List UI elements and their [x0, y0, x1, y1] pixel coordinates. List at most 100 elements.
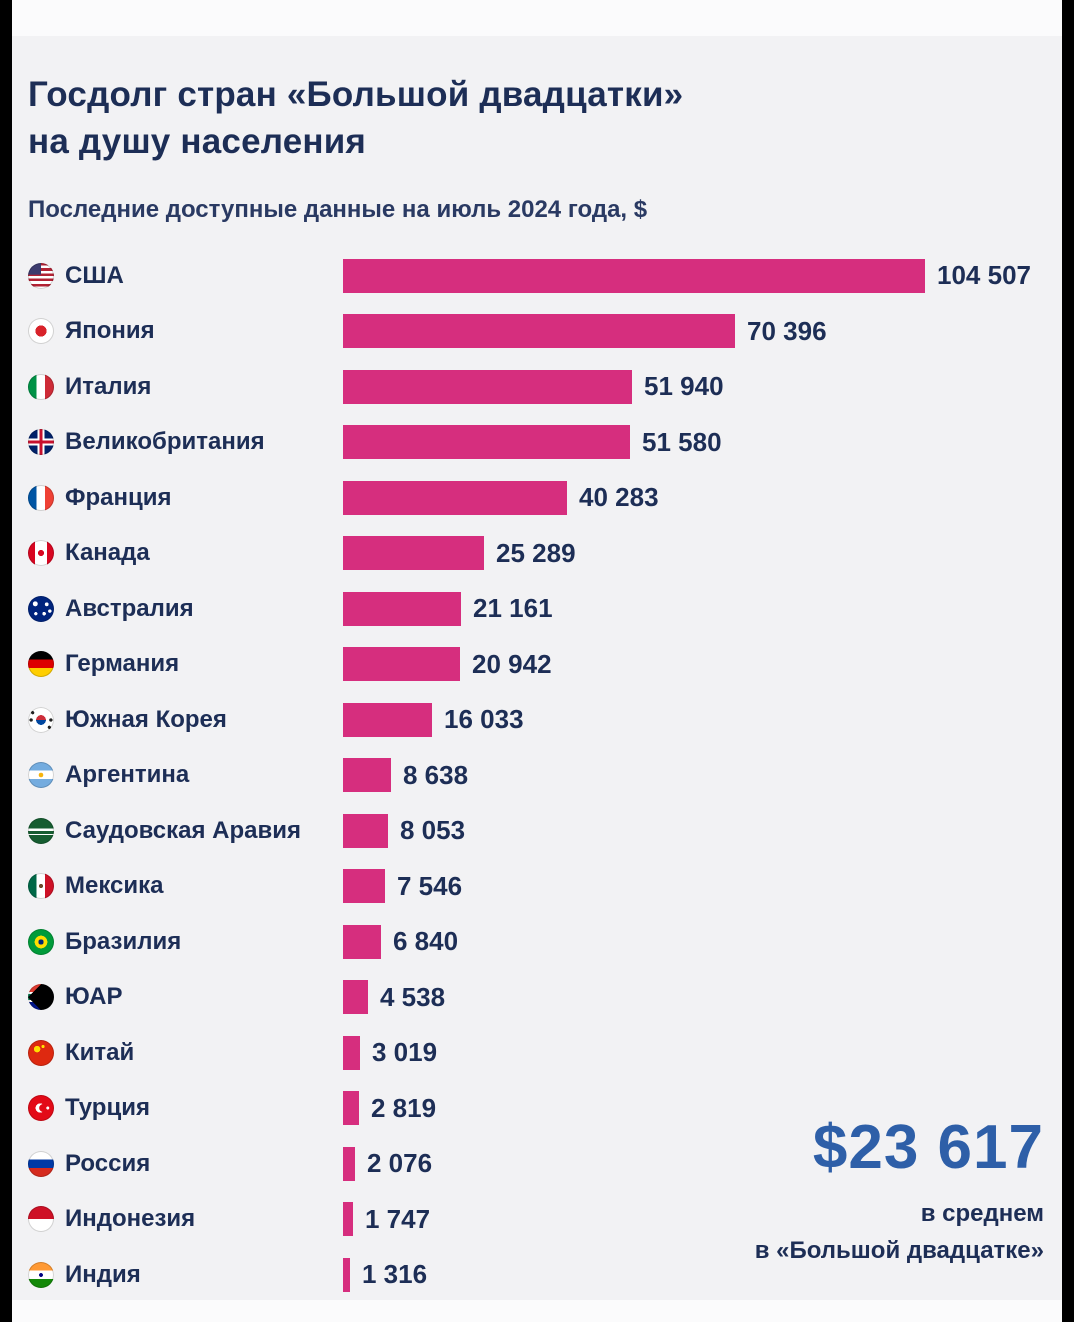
value-label: 3 019 [372, 1037, 438, 1068]
bar-area: 51 580 [343, 425, 1062, 460]
bar [343, 758, 391, 793]
bar [343, 1257, 350, 1292]
chart-row: Индия 1 316 [12, 1247, 1062, 1303]
country-label: Италия [65, 372, 152, 400]
country-label: Великобритания [65, 428, 265, 456]
country-label: ЮАР [65, 983, 123, 1011]
value-label: 1 747 [365, 1203, 431, 1234]
country-label: Франция [65, 483, 172, 511]
chart-subtitle: Последние доступные данные на июль 2024 … [28, 196, 648, 223]
bar-area: 20 942 [343, 647, 1062, 682]
flag-icon-india [28, 1261, 54, 1288]
bar [343, 980, 368, 1015]
chart-title-line-2: на душу населения [28, 121, 367, 161]
country-label: Южная Корея [65, 705, 227, 733]
flag-icon-france [28, 484, 54, 511]
value-label: 1 316 [362, 1259, 428, 1290]
country-label: Германия [65, 650, 180, 678]
country-label: Индонезия [65, 1205, 196, 1233]
bar [343, 647, 460, 682]
value-label: 4 538 [380, 981, 446, 1012]
country-label: Турция [65, 1094, 150, 1122]
country-label: Саудовская Аравия [65, 816, 302, 844]
country-label: Россия [65, 1149, 151, 1177]
value-label: 104 507 [937, 260, 1031, 291]
bar [343, 314, 735, 349]
chart-row: Южная Корея 16 033 [12, 692, 1062, 748]
value-label: 8 638 [403, 759, 469, 790]
value-label: 51 940 [644, 371, 724, 402]
chart-row: Саудовская Аравия 8 053 [12, 803, 1062, 859]
flag-icon-russia [28, 1150, 54, 1177]
bar-area: 25 289 [343, 536, 1062, 571]
value-label: 2 076 [367, 1148, 433, 1179]
flag-icon-china [28, 1039, 54, 1066]
country-label: Япония [65, 317, 155, 345]
average-summary: $23 617 в среднем в «Большой двадцатке» [755, 1112, 1044, 1269]
value-label: 51 580 [642, 426, 722, 457]
chart-row: Аргентина 8 638 [12, 748, 1062, 804]
value-label: 25 289 [496, 537, 576, 568]
bar [343, 480, 567, 515]
chart-row: Мексика 7 546 [12, 859, 1062, 915]
country-label: Китай [65, 1038, 135, 1066]
chart-row: Россия 2 076 [12, 1136, 1062, 1192]
bar [343, 1202, 353, 1237]
value-label: 16 033 [444, 704, 524, 735]
flag-icon-argentina [28, 762, 54, 789]
chart-row: Китай 3 019 [12, 1025, 1062, 1081]
flag-icon-south-korea [28, 706, 54, 733]
flag-icon-saudi-arabia [28, 817, 54, 844]
flag-icon-canada [28, 540, 54, 567]
bar-area: 104 507 [343, 258, 1062, 293]
bar [343, 258, 925, 293]
value-label: 7 546 [397, 870, 463, 901]
bar [343, 536, 484, 571]
chart-rows: США 104 507 Япония 70 396 Италия 51 940 Велико… [12, 248, 1062, 1303]
country-label: США [65, 261, 124, 289]
average-value: $23 617 [812, 1113, 1044, 1182]
average-caption-line-2: в «Большой двадцатке» [754, 1237, 1044, 1265]
value-label: 6 840 [393, 926, 459, 957]
country-label: Канада [65, 539, 150, 567]
value-label: 70 396 [747, 315, 827, 346]
chart-row: Япония 70 396 [12, 304, 1062, 360]
country-label: Мексика [65, 872, 164, 900]
value-label: 40 283 [579, 482, 659, 513]
bar-area: 3 019 [343, 1035, 1062, 1070]
country-label: Индия [65, 1260, 141, 1288]
chart-title: Госдолг стран «Большой двадцатки» на душ… [28, 72, 1046, 165]
chart-row: ЮАР 4 538 [12, 970, 1062, 1026]
bar [343, 702, 432, 737]
flag-icon-germany [28, 651, 54, 678]
flag-icon-brazil [28, 928, 54, 955]
flag-icon-mexico [28, 873, 54, 900]
chart-row: Канада 25 289 [12, 526, 1062, 582]
chart-row: Германия 20 942 [12, 637, 1062, 693]
bar-area: 8 638 [343, 758, 1062, 793]
chart-row: США 104 507 [12, 248, 1062, 304]
flag-icon-south-africa [28, 984, 54, 1011]
chart-row: Франция 40 283 [12, 470, 1062, 526]
country-label: Аргентина [65, 761, 190, 789]
value-label: 2 819 [371, 1092, 437, 1123]
bar-area: 51 940 [343, 369, 1062, 404]
chart-title-line-1: Госдолг стран «Большой двадцатки» [28, 75, 684, 114]
flag-icon-uk [28, 429, 54, 456]
chart-row: Турция 2 819 [12, 1081, 1062, 1137]
bar-area: 6 840 [343, 924, 1062, 959]
value-label: 20 942 [472, 648, 552, 679]
chart-row: Индонезия 1 747 [12, 1192, 1062, 1248]
flag-icon-indonesia [28, 1206, 54, 1233]
flag-icon-turkey [28, 1095, 54, 1122]
bar-area: 40 283 [343, 480, 1062, 515]
bar [343, 924, 381, 959]
value-label: 21 161 [473, 593, 553, 624]
bar-area: 1 316 [343, 1257, 1062, 1292]
chart-row: Италия 51 940 [12, 359, 1062, 415]
bar [343, 1146, 355, 1181]
flag-icon-usa [28, 262, 54, 289]
bar-area: 70 396 [343, 314, 1062, 349]
average-caption-line-1: в среднем [920, 1200, 1044, 1227]
